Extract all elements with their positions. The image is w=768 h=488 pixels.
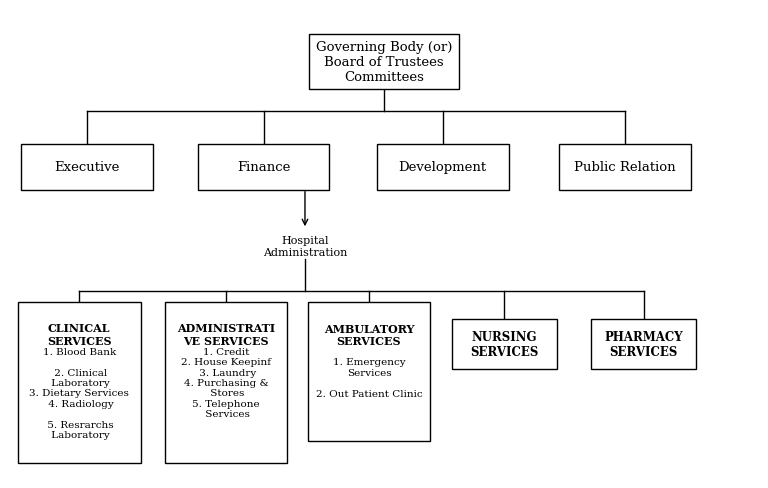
Text: Hospital
Administration: Hospital Administration [263, 236, 347, 257]
Text: Development: Development [399, 161, 487, 174]
FancyBboxPatch shape [197, 145, 329, 190]
FancyBboxPatch shape [591, 319, 697, 369]
FancyBboxPatch shape [308, 303, 430, 442]
FancyBboxPatch shape [309, 35, 459, 90]
FancyBboxPatch shape [452, 319, 557, 369]
Text: Executive: Executive [54, 161, 119, 174]
Text: Public Relation: Public Relation [574, 161, 676, 174]
Text: 1. Emergency
Services

2. Out Patient Clinic: 1. Emergency Services 2. Out Patient Cli… [316, 347, 422, 398]
Text: Finance: Finance [237, 161, 290, 174]
FancyBboxPatch shape [18, 303, 141, 463]
Text: NURSING
SERVICES: NURSING SERVICES [470, 330, 538, 358]
Text: AMBULATORY
SERVICES: AMBULATORY SERVICES [323, 323, 414, 346]
Text: 1. Blood Bank

 2. Clinical
 Laboratory
3. Dietary Services
 4. Radiology

 5. R: 1. Blood Bank 2. Clinical Laboratory 3. … [29, 347, 129, 439]
FancyBboxPatch shape [21, 145, 153, 190]
FancyBboxPatch shape [377, 145, 508, 190]
Text: CLINICAL
SERVICES: CLINICAL SERVICES [47, 323, 111, 346]
Text: ADMINISTRATI
VE SERVICES: ADMINISTRATI VE SERVICES [177, 323, 275, 346]
Text: 1. Credit
2. House Keepinf
 3. Laundry
4. Purchasing &
 Stores
5. Telephone
 Ser: 1. Credit 2. House Keepinf 3. Laundry 4.… [181, 347, 271, 418]
Text: PHARMACY
SERVICES: PHARMACY SERVICES [604, 330, 683, 358]
FancyBboxPatch shape [164, 303, 287, 463]
Text: Governing Body (or)
Board of Trustees
Committees: Governing Body (or) Board of Trustees Co… [316, 41, 452, 84]
FancyBboxPatch shape [559, 145, 690, 190]
